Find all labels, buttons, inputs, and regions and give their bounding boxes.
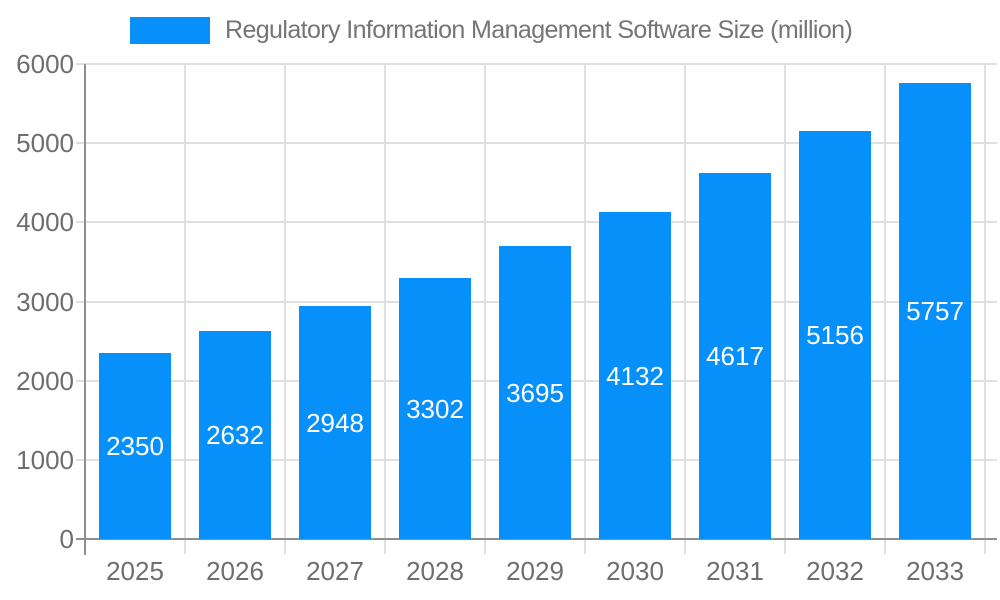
bar-value-label: 2948 bbox=[306, 407, 364, 438]
x-axis-category-label: 2026 bbox=[206, 556, 264, 586]
bar-value-label: 4617 bbox=[706, 341, 764, 371]
bar-value-label: 5156 bbox=[806, 320, 864, 350]
x-axis-tick bbox=[384, 539, 386, 554]
x-axis-tick bbox=[984, 539, 986, 554]
x-axis-tick bbox=[784, 539, 786, 554]
bar-2028[interactable]: 3302 bbox=[399, 278, 471, 539]
gridline-vertical bbox=[784, 64, 786, 539]
y-axis-tick bbox=[76, 301, 85, 303]
x-axis-category-label: 2028 bbox=[406, 556, 464, 586]
bar-2031[interactable]: 4617 bbox=[699, 173, 771, 539]
legend-color-swatch bbox=[130, 16, 210, 44]
y-axis-tick bbox=[76, 63, 85, 65]
bar-2033[interactable]: 5757 bbox=[899, 83, 971, 539]
gridline-vertical bbox=[984, 64, 986, 539]
bar-2025[interactable]: 2350 bbox=[99, 353, 171, 539]
gridline-horizontal bbox=[85, 63, 997, 65]
gridline-vertical bbox=[184, 64, 186, 539]
x-axis-category-label: 2030 bbox=[606, 556, 664, 586]
gridline-vertical bbox=[384, 64, 386, 539]
y-axis-tick-label: 3000 bbox=[16, 287, 74, 317]
y-axis-tick bbox=[76, 380, 85, 382]
bar-value-label: 2632 bbox=[206, 420, 264, 450]
bar-2027[interactable]: 2948 bbox=[299, 306, 371, 539]
legend-label: Regulatory Information Management Softwa… bbox=[225, 16, 853, 44]
bar-2030[interactable]: 4132 bbox=[599, 212, 671, 539]
x-axis-tick bbox=[684, 539, 686, 554]
gridline-vertical bbox=[584, 64, 586, 539]
x-axis-tick bbox=[184, 539, 186, 554]
x-axis-tick bbox=[584, 539, 586, 554]
gridline-horizontal bbox=[85, 221, 997, 223]
gridline-vertical bbox=[484, 64, 486, 539]
gridline-vertical bbox=[684, 64, 686, 539]
x-axis-category-label: 2025 bbox=[106, 556, 164, 586]
x-axis-tick bbox=[884, 539, 886, 554]
gridline-horizontal bbox=[85, 142, 997, 144]
bar-value-label: 5757 bbox=[906, 296, 964, 326]
legend: Regulatory Information Management Softwa… bbox=[0, 0, 1000, 56]
x-axis-tick bbox=[284, 539, 286, 554]
x-axis-tick bbox=[484, 539, 486, 554]
y-axis-tick bbox=[76, 459, 85, 461]
x-axis-category-label: 2032 bbox=[806, 556, 864, 586]
y-axis-line bbox=[84, 64, 86, 555]
y-axis-tick-label: 4000 bbox=[16, 207, 74, 237]
x-axis-line bbox=[76, 538, 997, 540]
y-axis-tick-label: 1000 bbox=[16, 445, 74, 475]
y-axis-tick bbox=[76, 142, 85, 144]
y-axis-tick-label: 5000 bbox=[16, 128, 74, 158]
y-axis-tick-label: 2000 bbox=[16, 366, 74, 396]
bar-value-label: 3695 bbox=[506, 377, 564, 408]
gridline-vertical bbox=[884, 64, 886, 539]
bar-value-label: 3302 bbox=[406, 393, 464, 424]
y-axis-tick-label: 6000 bbox=[16, 49, 74, 79]
bar-value-label: 2350 bbox=[106, 431, 164, 461]
legend-item[interactable]: Regulatory Information Management Softwa… bbox=[130, 14, 853, 46]
gridline-vertical bbox=[284, 64, 286, 539]
bar-2032[interactable]: 5156 bbox=[799, 131, 871, 539]
y-axis-tick bbox=[76, 221, 85, 223]
x-axis-category-label: 2027 bbox=[306, 556, 364, 586]
bar-2029[interactable]: 3695 bbox=[499, 246, 571, 539]
x-axis-category-label: 2031 bbox=[706, 556, 764, 586]
x-axis-category-label: 2029 bbox=[506, 556, 564, 586]
bar-2026[interactable]: 2632 bbox=[199, 331, 271, 539]
x-axis-category-label: 2033 bbox=[906, 556, 964, 586]
bar-value-label: 4132 bbox=[606, 360, 664, 391]
y-axis-tick-label: 0 bbox=[59, 524, 74, 554]
